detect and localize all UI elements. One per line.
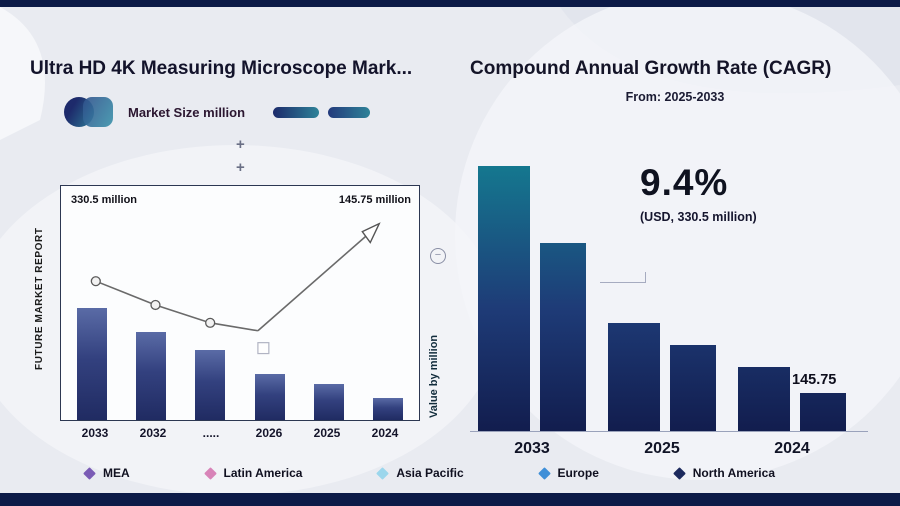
legend-diamond-icon [537, 466, 551, 480]
cagr-bar-primary [738, 367, 790, 431]
legend-label: Europe [557, 466, 599, 480]
legend-item: North America [672, 466, 775, 480]
chart-left-annotation: 330.5 million [71, 194, 138, 206]
value-annotation: 145.75 [792, 372, 837, 388]
market-size-bar [313, 384, 344, 420]
left-bar-chart: 330.5 million 145.75 million [60, 185, 420, 421]
cagr-bar-primary [608, 323, 660, 431]
cagr-bar-group: 2024 [738, 367, 846, 457]
cagr-bar-secondary [670, 345, 716, 431]
cagr-bar-primary [478, 166, 530, 431]
legend-item: MEA [83, 466, 130, 480]
market-size-bar [136, 332, 167, 420]
plus-decor-icon: + [236, 136, 245, 153]
future-market-report-label: FUTURE MARKET REPORT [34, 227, 45, 371]
step-decor-line [600, 272, 646, 283]
legend-diamond-icon [672, 466, 686, 480]
legend-label: North America [692, 466, 775, 480]
legend-item: Europe [537, 466, 599, 480]
market-size-bar [77, 308, 107, 420]
minus-circle-icon: − [430, 248, 446, 264]
left-chart-bars [77, 210, 403, 420]
right-chart-subtitle: From: 2025-2033 [625, 90, 725, 104]
cagr-bar-group: 2033 [478, 166, 586, 457]
legend-diamond-icon [376, 466, 390, 480]
market-size-bar [195, 350, 226, 420]
left-x-axis-labels: 2033 2032..... 2026 2025 2024 [60, 426, 420, 440]
legend-diamond-icon [83, 466, 96, 480]
bottom-frame [0, 493, 900, 506]
right-chart-baseline [470, 431, 868, 432]
gradient-pill-icon [328, 106, 371, 118]
cagr-bar-secondary [540, 243, 586, 431]
legend-diamond-icon [203, 466, 217, 480]
x-axis-label: 2033 [81, 426, 109, 440]
legend-label: MEA [103, 466, 130, 480]
market-size-bar [372, 398, 403, 420]
year-label: 2033 [514, 440, 550, 457]
plus-decor-icon: + [236, 159, 245, 176]
legend-item: Asia Pacific [376, 466, 464, 480]
left-chart-title: Ultra HD 4K Measuring Microscope Mark... [30, 58, 413, 79]
year-label: 2025 [644, 440, 680, 457]
value-axis-label: Value by million [428, 334, 440, 418]
trend-line-arrow-icon [90, 222, 381, 355]
cagr-value: 9.4% [640, 162, 729, 203]
region-legend: MEA Latin America Asia Pacific Europe North … [83, 466, 775, 480]
legend-item: Latin America [203, 466, 303, 480]
cagr-bar-group: 2025 [608, 323, 716, 457]
cagr-bar-secondary [800, 393, 846, 431]
x-axis-label: 2025 [313, 426, 341, 440]
market-size-bar [254, 374, 285, 420]
cagr-caption: (USD, 330.5 million) [640, 210, 757, 224]
top-frame [0, 0, 900, 7]
x-axis-label: ..... [202, 426, 220, 440]
x-axis-label: 2024 [371, 426, 399, 440]
x-axis-label: 2026 [255, 426, 283, 440]
market-size-legend: Market Size million [64, 96, 371, 128]
x-axis-label: 2032 [139, 426, 167, 440]
right-chart-groups: 2033 2025 2024 [478, 160, 846, 457]
legend-label: Latin America [223, 466, 303, 480]
gradient-pill-icon [273, 106, 320, 118]
market-size-label: Market Size million [128, 104, 246, 120]
market-size-icon [64, 96, 118, 128]
right-chart-title: Compound Annual Growth Rate (CAGR) [470, 58, 832, 79]
legend-label: Asia Pacific [396, 466, 464, 480]
year-label: 2024 [774, 440, 810, 457]
chart-right-annotation: 145.75 million [338, 194, 411, 206]
